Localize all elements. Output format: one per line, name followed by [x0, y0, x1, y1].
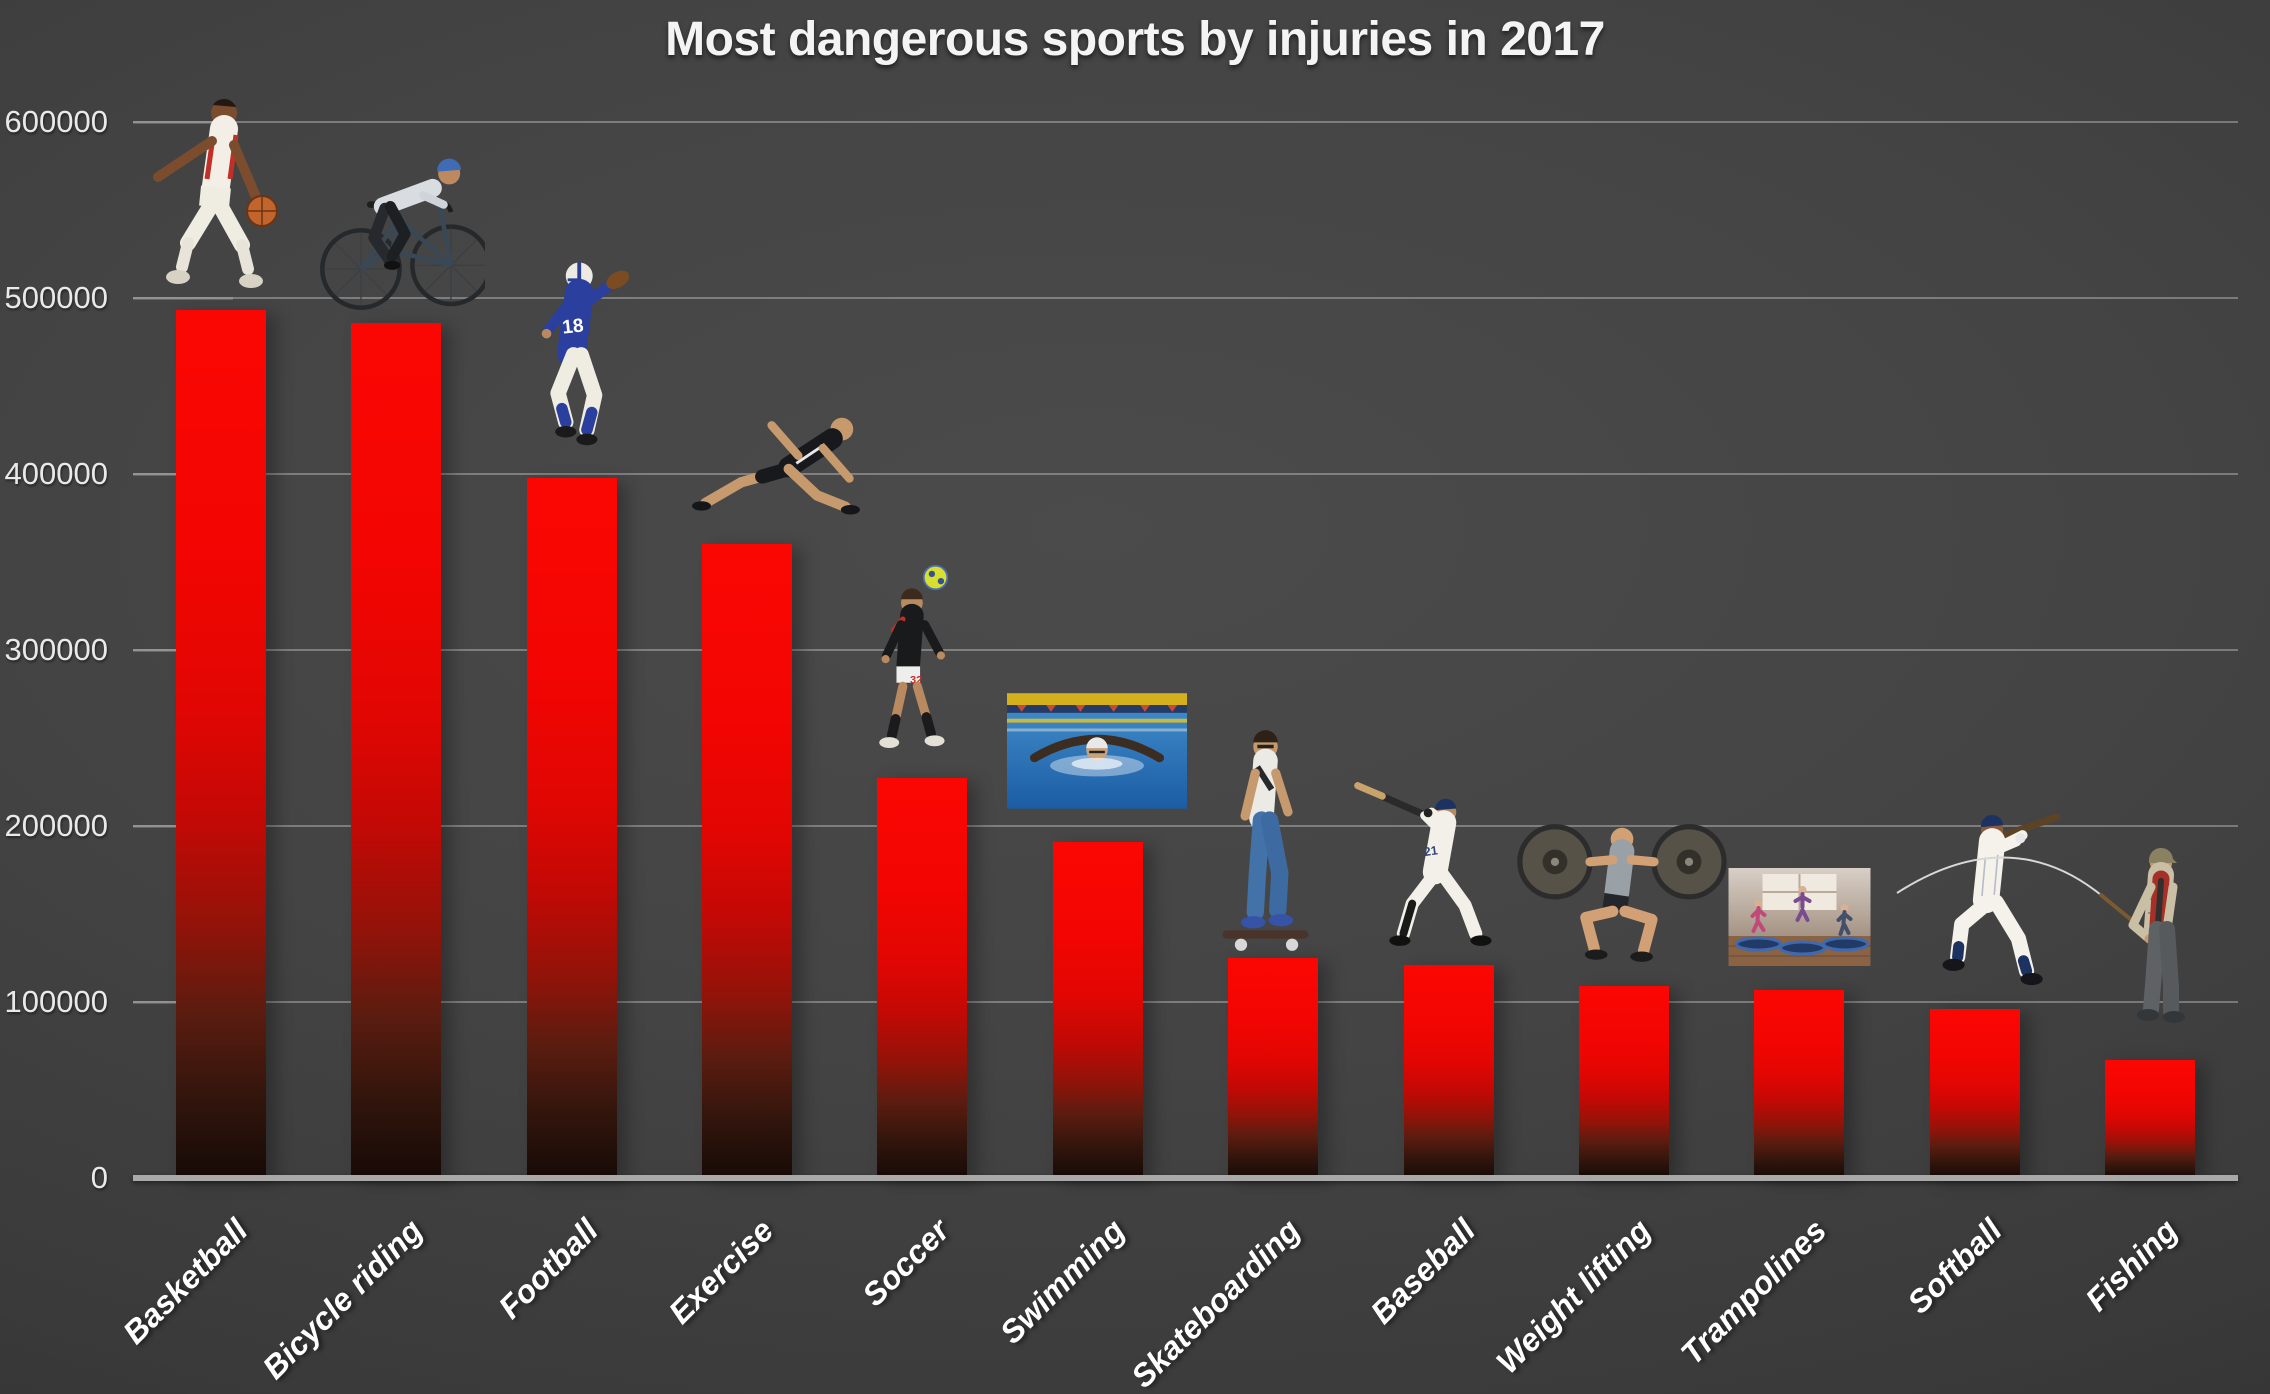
cyclist-image: [315, 103, 485, 321]
football-player-image: 18: [510, 255, 635, 470]
x-label-skateboarding: Skateboarding: [1124, 1212, 1307, 1394]
runner-image: [680, 395, 870, 523]
x-label-exercise: Exercise: [661, 1212, 781, 1331]
soccer-player-image: 32: [845, 563, 977, 758]
bar-bicycle-riding: [351, 322, 442, 1178]
bar-football: [526, 477, 617, 1178]
y-tick-label-300000: 300000: [4, 632, 108, 667]
softball-batter-image: [1903, 790, 2063, 1002]
trampoline-gym-photo: [1727, 868, 1872, 966]
x-label-weight-lifting: Weight lifting: [1489, 1212, 1658, 1381]
chart-title: Most dangerous sports by injuries in 201…: [665, 13, 1605, 66]
y-tick-mark-600000: [133, 120, 233, 124]
gridline-400000: [133, 473, 2238, 475]
bar-swimming: [1052, 841, 1143, 1178]
x-label-football: Football: [491, 1212, 605, 1326]
swimming-photo: [1007, 692, 1187, 810]
x-label-fishing: Fishing: [2077, 1212, 2184, 1318]
x-label-baseball: Baseball: [1363, 1212, 1483, 1331]
x-axis-line: [133, 1175, 2238, 1181]
bar-exercise: [701, 544, 792, 1178]
bar-weight-lifting: [1579, 986, 1670, 1178]
weight-lifter-image: [1512, 802, 1732, 967]
y-tick-label-600000: 600000: [4, 104, 108, 139]
fisherman-image: [1888, 833, 2220, 1023]
y-tick-mark-500000: [133, 296, 233, 300]
gridline-100000: [133, 1001, 2238, 1003]
y-tick-label-400000: 400000: [4, 456, 108, 491]
baseball-batter-image: 21: [1340, 758, 1525, 970]
y-tick-label-500000: 500000: [4, 280, 108, 315]
bar-trampolines: [1754, 989, 1845, 1178]
bar-softball: [1929, 1009, 2020, 1178]
y-tick-label-0: 0: [90, 1160, 108, 1195]
gridline-600000: [133, 121, 2238, 123]
x-label-bicycle-riding: Bicycle riding: [255, 1212, 430, 1386]
x-label-softball: Softball: [1899, 1212, 2009, 1321]
bar-skateboarding: [1228, 958, 1319, 1178]
x-label-basketball: Basketball: [115, 1212, 255, 1351]
x-label-soccer: Soccer: [854, 1212, 956, 1313]
gridline-300000: [133, 649, 2238, 651]
svg-text:21: 21: [1423, 843, 1439, 859]
x-label-swimming: Swimming: [992, 1212, 1132, 1351]
x-label-trampolines: Trampolines: [1673, 1212, 1833, 1372]
bar-basketball: [175, 310, 266, 1178]
svg-text:18: 18: [561, 315, 585, 338]
gridline-200000: [133, 825, 2238, 827]
gridline-500000: [133, 297, 2238, 299]
bar-soccer: [877, 778, 968, 1178]
bar-fishing: [2105, 1060, 2196, 1178]
basketball-player-image: [130, 90, 290, 302]
y-tick-label-100000: 100000: [4, 984, 108, 1019]
bar-baseball: [1403, 965, 1494, 1178]
y-tick-label-200000: 200000: [4, 808, 108, 843]
skateboarder-image: [1205, 722, 1325, 957]
